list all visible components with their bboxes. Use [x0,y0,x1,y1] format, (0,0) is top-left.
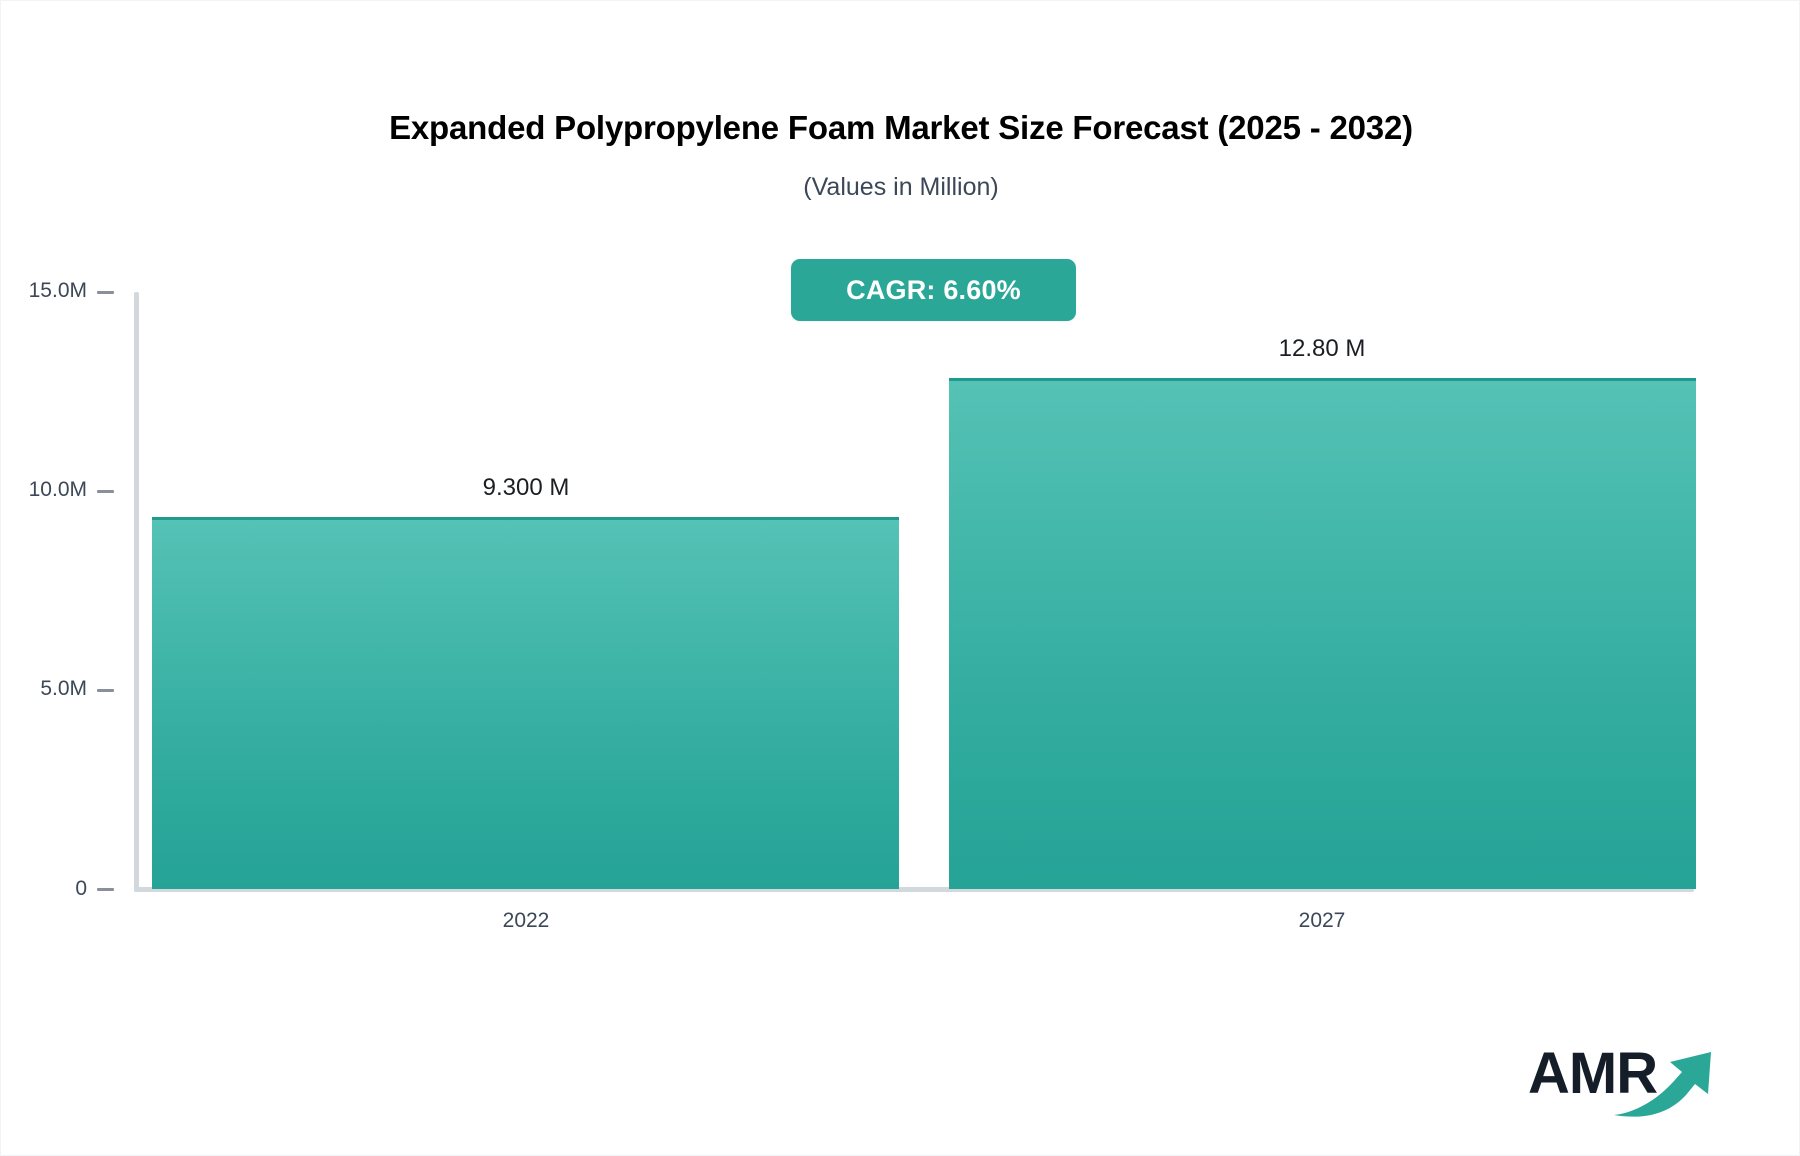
x-axis-category-label-2027: 2027 [1298,909,1346,932]
growth-arrow-icon [1614,1052,1711,1117]
y-axis-tick-mark-15 [97,291,114,294]
x-axis-line [134,887,1694,892]
cagr-badge-label: CAGR: 6.60% [846,274,1021,305]
x-axis-category-label-2022: 2022 [502,909,550,932]
y-axis-tick-label-5: 5.0M [40,677,87,700]
y-axis-tick-label-10: 10.0M [28,478,87,501]
chart-subtitle: (Values in Million) [803,173,999,201]
cagr-badge: CAGR: 6.60% [791,259,1076,321]
amr-logo: AMR [1528,1033,1718,1119]
bar-value-label-2027: 12.80 M [1278,335,1366,362]
y-axis-tick-mark-5 [97,689,114,692]
bar-2027[interactable] [949,378,1696,889]
y-axis-tick-mark-10 [97,490,114,493]
y-axis-tick-label-0: 0 [75,877,87,900]
y-axis-tick-mark-0 [97,888,114,891]
y-axis-tick-label-15: 15.0M [28,279,87,302]
amr-logo-text: AMR [1528,1041,1658,1106]
y-axis-line [134,292,139,892]
bar-value-label-2022: 9.300 M [482,474,570,501]
chart-title: Expanded Polypropylene Foam Market Size … [389,109,1413,146]
bar-2022[interactable] [152,517,899,889]
